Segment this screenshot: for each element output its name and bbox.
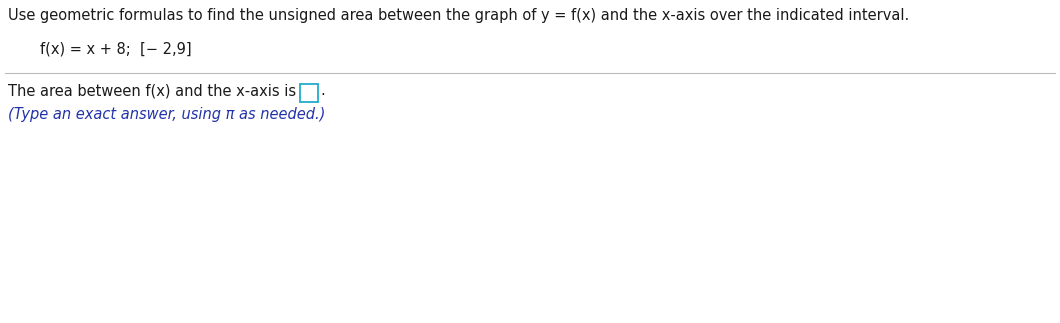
Text: (Type an exact answer, using π as needed.): (Type an exact answer, using π as needed…: [8, 107, 325, 122]
Text: f(x) = x + 8;  [− 2,9]: f(x) = x + 8; [− 2,9]: [40, 42, 192, 57]
Text: .: .: [320, 83, 324, 98]
Text: Use geometric formulas to find the unsigned area between the graph of y = f(x) a: Use geometric formulas to find the unsig…: [8, 8, 909, 23]
Text: The area between f(x) and the x-axis is: The area between f(x) and the x-axis is: [8, 83, 296, 98]
